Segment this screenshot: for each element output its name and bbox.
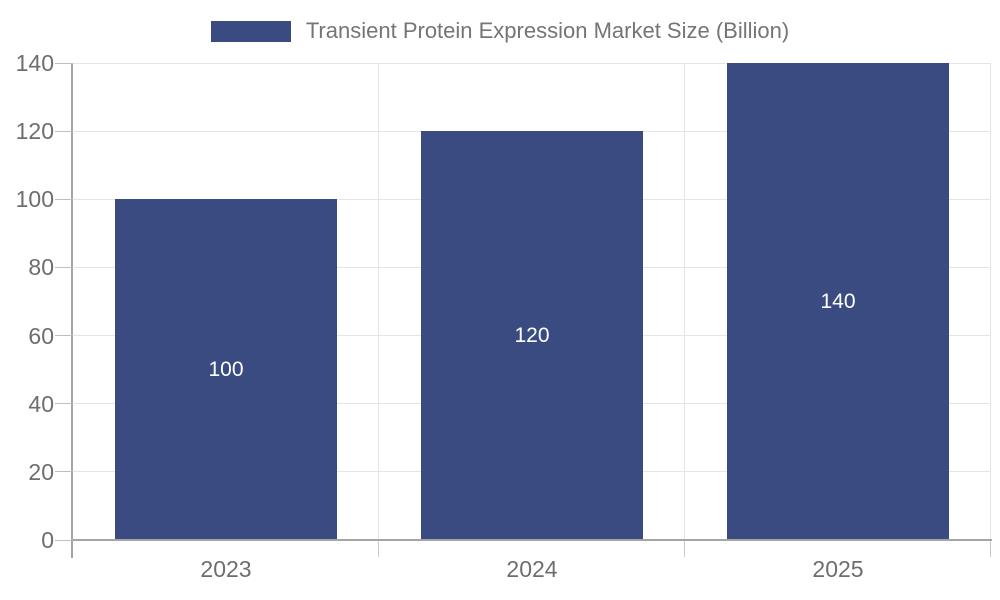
y-tick-label: 100: [15, 186, 54, 213]
x-tick-mark: [378, 541, 379, 557]
y-tick-label: 40: [28, 390, 54, 417]
gridline-vertical: [684, 63, 685, 540]
gridline-vertical: [378, 63, 379, 540]
bar-value-label: 100: [208, 357, 244, 381]
gridline-horizontal: [73, 62, 991, 64]
y-tick-mark: [55, 62, 73, 64]
y-tick-mark: [55, 403, 73, 405]
bar-value-label: 140: [820, 289, 856, 313]
plot-area: 100 120 140: [73, 62, 991, 540]
legend-item-market-size[interactable]: Transient Protein Expression Market Size…: [210, 18, 790, 44]
y-tick-mark: [55, 335, 73, 337]
bar-2023[interactable]: 100: [115, 199, 337, 540]
x-tick-label-2023: 2023: [200, 556, 252, 582]
bar-value-label: 120: [514, 323, 550, 347]
y-tick-label: 20: [28, 458, 54, 485]
y-tick-label: 60: [28, 322, 54, 349]
y-tick-mark: [55, 130, 73, 132]
legend: Transient Protein Expression Market Size…: [0, 10, 1000, 52]
y-tick-label: 0: [41, 527, 54, 553]
y-tick-mark: [55, 471, 73, 473]
x-tick-label-2025: 2025: [812, 556, 864, 582]
x-axis-line: [71, 539, 992, 541]
gridline-vertical: [990, 63, 991, 540]
y-tick-mark: [55, 266, 73, 268]
bar-2025[interactable]: 140: [727, 63, 949, 540]
y-tick-label: 120: [15, 118, 54, 145]
legend-label: Transient Protein Expression Market Size…: [305, 18, 790, 43]
legend-swatch: [210, 20, 291, 42]
x-tick-mark: [990, 541, 991, 557]
y-tick-label: 80: [28, 254, 54, 281]
x-tick-mark: [684, 541, 685, 557]
x-tick-label-2024: 2024: [506, 556, 558, 582]
y-tick-label: 140: [15, 50, 54, 76]
y-tick-mark: [55, 539, 73, 541]
y-tick-mark: [55, 198, 73, 200]
y-axis-line: [71, 63, 73, 558]
bar-2024[interactable]: 120: [421, 131, 643, 540]
